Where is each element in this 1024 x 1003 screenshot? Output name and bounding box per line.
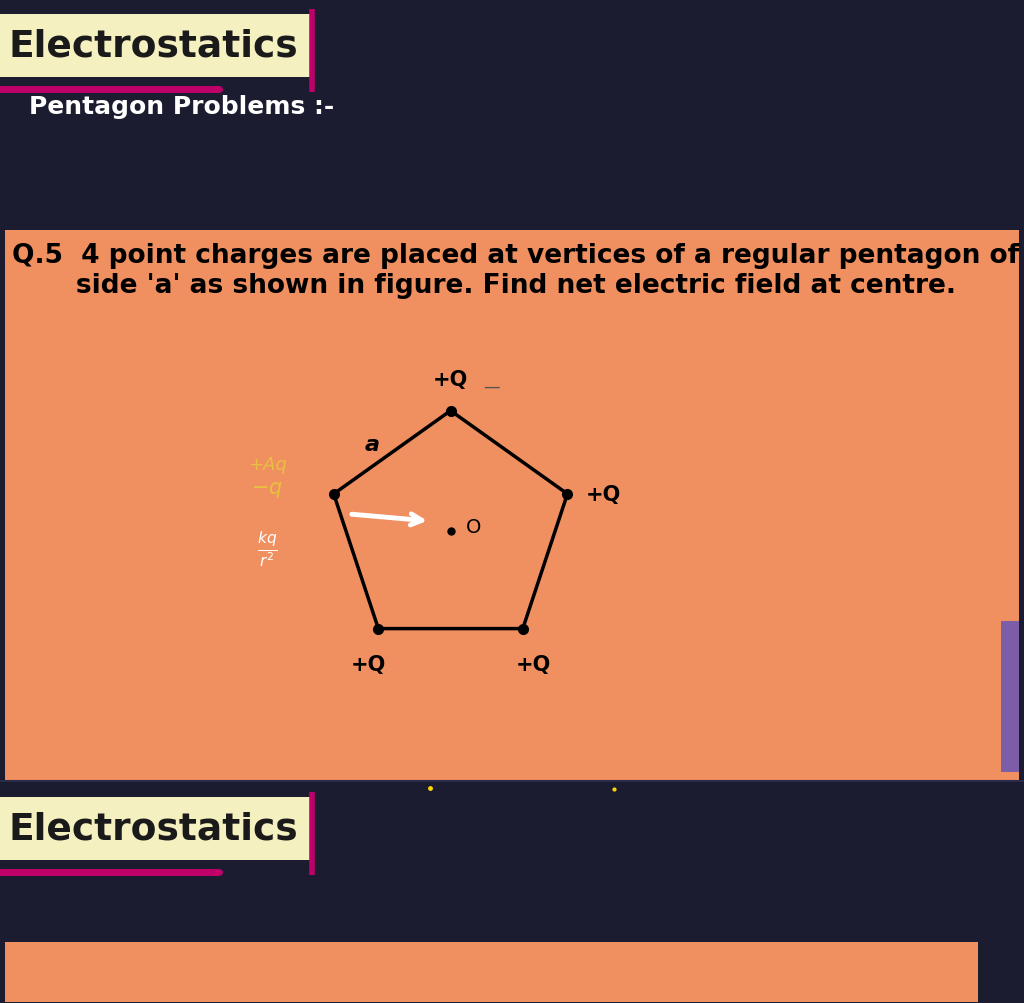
Text: +Q: +Q [515,654,551,674]
FancyBboxPatch shape [0,15,312,78]
Text: —: — [483,377,500,395]
Text: Electrostatics: Electrostatics [8,29,298,64]
FancyBboxPatch shape [0,797,312,861]
FancyBboxPatch shape [1001,622,1019,772]
FancyBboxPatch shape [0,0,1024,231]
Text: $-q$: $-q$ [251,479,283,499]
Text: +Q: +Q [350,654,386,674]
Text: side 'a' as shown in figure. Find net electric field at centre.: side 'a' as shown in figure. Find net el… [12,273,956,299]
Text: +Aq: +Aq [248,455,287,473]
Text: a: a [365,434,379,454]
Text: $\frac{kq}{r^2}$: $\frac{kq}{r^2}$ [257,530,278,570]
FancyBboxPatch shape [5,231,1019,782]
Text: Q.5  4 point charges are placed at vertices of a regular pentagon of: Q.5 4 point charges are placed at vertic… [12,243,1020,269]
FancyBboxPatch shape [0,782,1024,1003]
Text: +Q: +Q [433,369,468,389]
Text: O: O [466,518,481,536]
FancyBboxPatch shape [5,942,978,1002]
Text: Pentagon Problems :-: Pentagon Problems :- [29,95,334,119]
Text: +Q: +Q [586,484,622,505]
Text: Electrostatics: Electrostatics [8,811,298,847]
